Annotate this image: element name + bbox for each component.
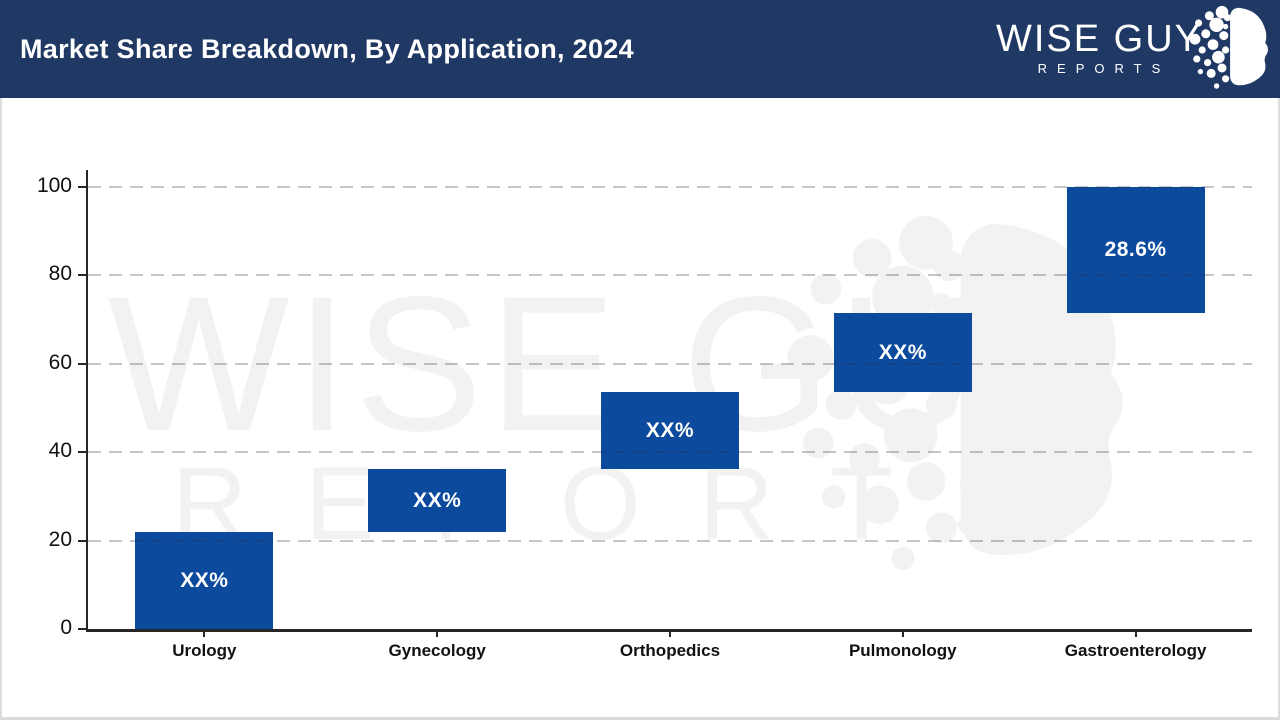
- gridline-100: [88, 186, 1252, 188]
- y-axis-label-80: 80: [48, 262, 72, 286]
- bar-gastroenterology: 28.6%: [1066, 187, 1205, 314]
- x-axis-label-gynecology: Gynecology: [388, 641, 486, 660]
- gridline-40: [88, 451, 1252, 454]
- bar-gynecology: XX%: [368, 469, 507, 533]
- logo-subtitle: REPORTS: [1037, 61, 1171, 76]
- bar-value-label: XX%: [878, 340, 927, 364]
- y-tick: [78, 628, 86, 630]
- bar-orthopedics: XX%: [601, 391, 739, 470]
- bar-value-label: XX%: [645, 418, 695, 442]
- page-title: Market Share Breakdown, By Application, …: [20, 33, 634, 64]
- bar-urology: XX%: [135, 532, 274, 629]
- logo: WISE GUY REPORTS: [996, 20, 1202, 75]
- y-tick: [78, 451, 86, 454]
- y-tick: [78, 539, 86, 542]
- x-axis-label-urology: Urology: [172, 641, 237, 660]
- x-tick: [669, 629, 671, 637]
- x-axis-label-gastroenterology: Gastroenterology: [1064, 641, 1207, 660]
- bar-value-label: XX%: [413, 488, 462, 512]
- y-axis-label-60: 60: [48, 350, 72, 374]
- x-tick: [901, 629, 904, 637]
- x-axis-label-orthopedics: Orthopedics: [619, 641, 721, 660]
- y-tick: [78, 186, 86, 188]
- gridline-80: [88, 274, 1252, 277]
- gridline-20: [88, 539, 1252, 542]
- y-tick: [78, 362, 86, 365]
- x-tick: [436, 629, 439, 637]
- header-bar: Market Share Breakdown, By Application, …: [0, 0, 1280, 98]
- y-axis-label-100: 100: [36, 174, 72, 197]
- y-axis-label-40: 40: [48, 439, 72, 463]
- bar-pulmonology: XX%: [833, 313, 972, 392]
- logo-wordmark: WISE GUY: [995, 18, 1202, 60]
- x-tick: [203, 629, 206, 637]
- x-tick: [1134, 629, 1137, 637]
- y-axis-line: [86, 170, 88, 632]
- bar-value-label: 28.6%: [1104, 238, 1167, 262]
- gridline-60: [88, 362, 1252, 365]
- x-axis-label-pulmonology: Pulmonology: [848, 641, 957, 660]
- y-axis-label-0: 0: [60, 616, 72, 639]
- y-axis-label-20: 20: [48, 527, 72, 551]
- logo-head-dots-icon: [1189, 5, 1269, 89]
- bar-value-label: XX%: [180, 568, 229, 592]
- x-axis-line: [86, 629, 1252, 632]
- y-tick: [78, 274, 86, 277]
